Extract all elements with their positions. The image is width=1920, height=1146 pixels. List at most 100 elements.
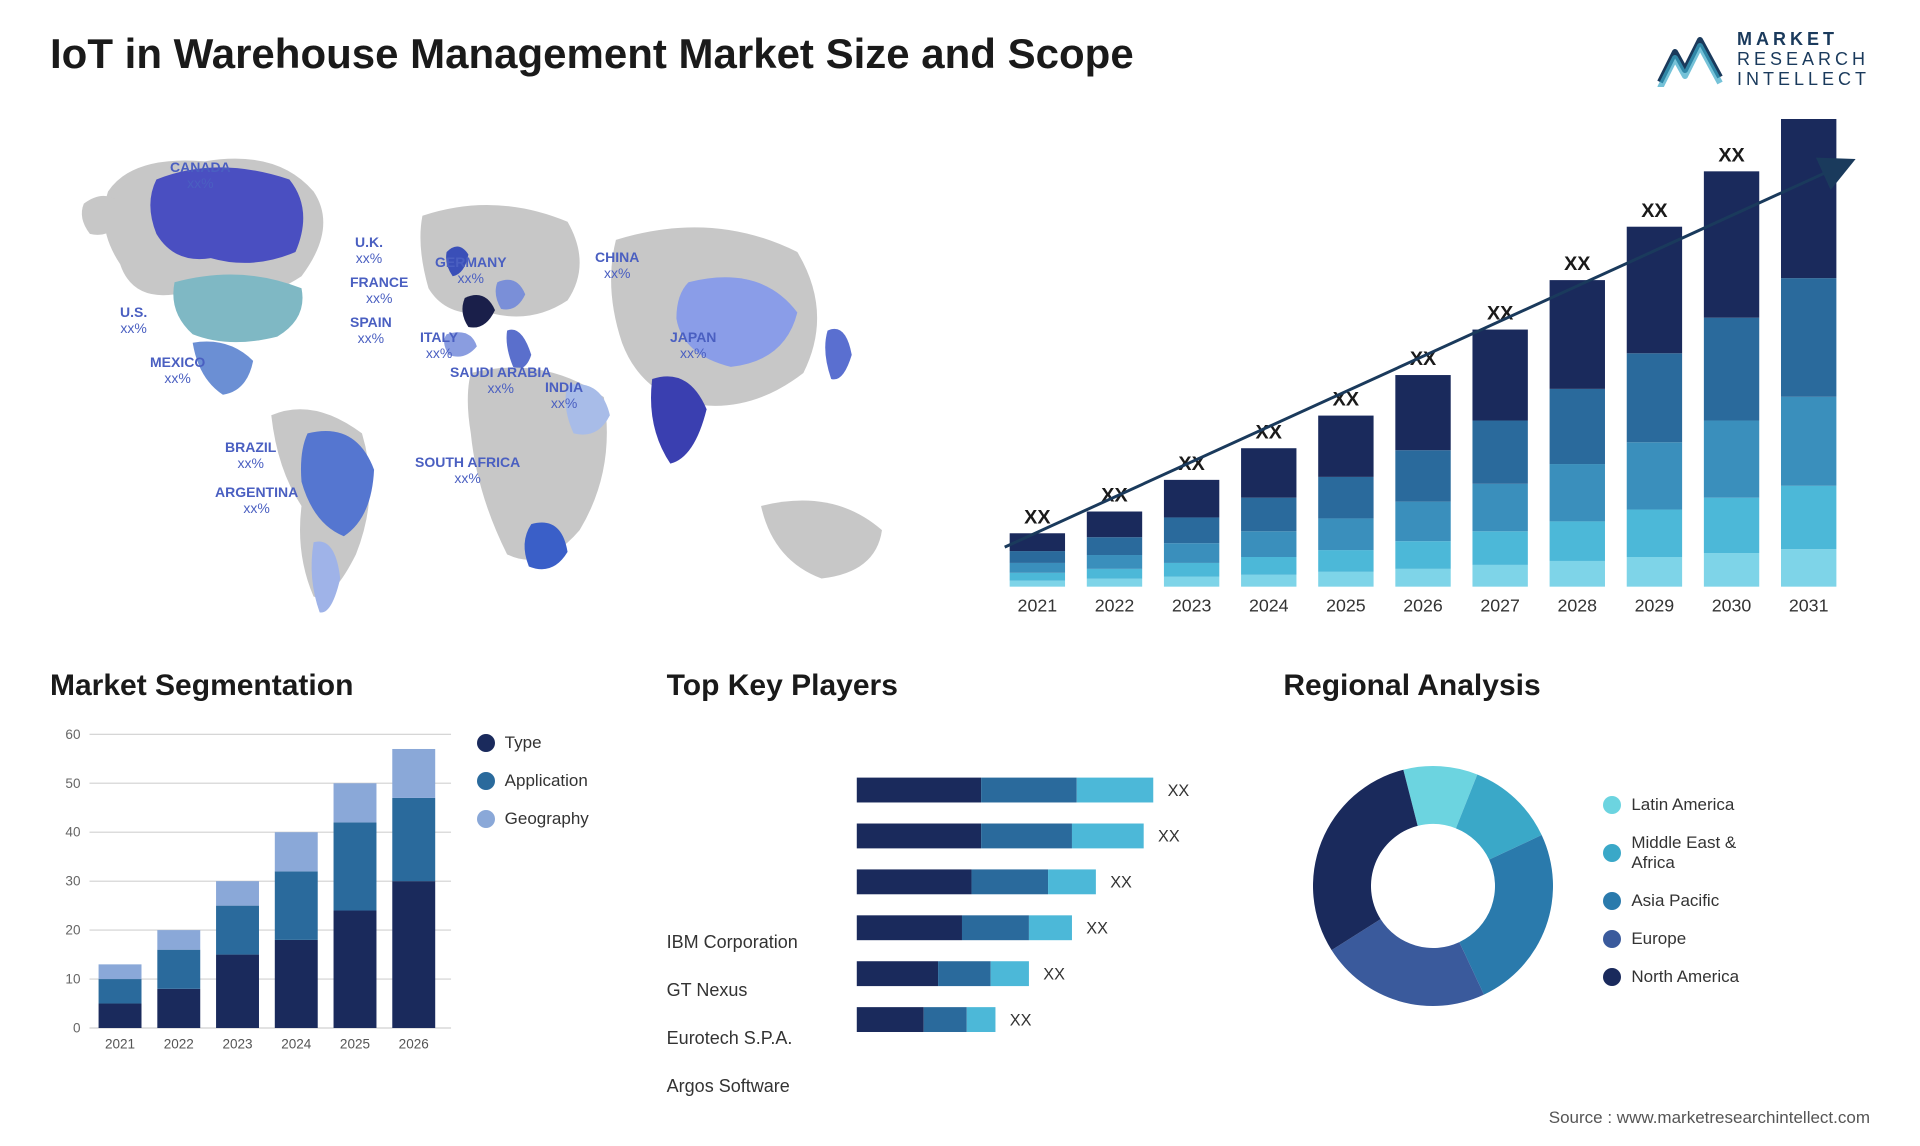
seg-bar-seg [275, 833, 318, 872]
svg-text:2022: 2022 [164, 1037, 194, 1052]
player-bar-seg [856, 824, 980, 849]
seg-bar-seg [216, 955, 259, 1028]
main-bar-seg [1704, 498, 1759, 553]
top-row: CANADAxx%U.S.xx%MEXICOxx%BRAZILxx%ARGENT… [50, 119, 1870, 639]
legend-item: Asia Pacific [1603, 891, 1763, 911]
svg-text:2021: 2021 [105, 1037, 135, 1052]
player-bar-seg [966, 1008, 995, 1033]
seg-bar-seg [334, 784, 377, 823]
legend-item: Application [477, 771, 637, 791]
main-bar-seg [1395, 451, 1450, 502]
main-bar-seg [1318, 519, 1373, 551]
map-label: FRANCExx% [350, 274, 408, 306]
svg-text:XX: XX [1718, 145, 1745, 167]
map-label: SPAINxx% [350, 314, 392, 346]
main-bar-seg [1781, 119, 1836, 278]
main-bar-seg [1627, 510, 1682, 557]
main-bar-svg: XX2021XX2022XX2023XX2024XX2025XX2026XX20… [980, 119, 1870, 639]
players-chart: XXXXXXXXXXXX [852, 723, 1254, 1100]
player-label [667, 832, 837, 860]
main-bar-seg [1241, 449, 1296, 498]
player-label: Eurotech S.P.A. [667, 1024, 837, 1052]
main-bar-seg [1318, 550, 1373, 572]
players-title: Top Key Players [667, 669, 1254, 703]
player-bar-seg [1072, 824, 1144, 849]
main-bar-seg [1164, 577, 1219, 587]
map-label: GERMANYxx% [435, 254, 507, 286]
segmentation-chart: 0102030405060202120222023202420252026 [50, 723, 457, 1062]
svg-text:XX: XX [1024, 507, 1051, 529]
player-bar-seg [856, 1008, 923, 1033]
main-bar-seg [1627, 227, 1682, 354]
player-bar-seg [971, 870, 1048, 895]
map-label: MEXICOxx% [150, 354, 205, 386]
svg-text:10: 10 [65, 972, 80, 987]
legend-item: Type [477, 733, 637, 753]
main-bar-seg [1010, 581, 1065, 587]
map-label: CANADAxx% [170, 159, 231, 191]
player-label: Argos Software [667, 1072, 837, 1100]
main-bar-seg [1704, 318, 1759, 421]
player-labels: IBM CorporationGT NexusEurotech S.P.A.Ar… [667, 723, 837, 1100]
segmentation-title: Market Segmentation [50, 669, 637, 703]
seg-bar-seg [392, 798, 435, 881]
main-bar-seg [1472, 421, 1527, 484]
main-bar-seg [1010, 551, 1065, 563]
svg-text:2031: 2031 [1789, 596, 1829, 616]
main-bar-seg [1550, 561, 1605, 587]
seg-bar-seg [157, 930, 200, 950]
svg-text:XX: XX [1641, 200, 1668, 222]
logo-text: MARKET RESEARCH INTELLECT [1737, 30, 1870, 89]
player-bar-seg [856, 962, 937, 987]
main-bar-seg [1087, 538, 1142, 556]
main-bar-seg [1550, 281, 1605, 390]
main-bar-seg [1550, 389, 1605, 464]
logo-line1: MARKET [1737, 30, 1870, 50]
world-map: CANADAxx%U.S.xx%MEXICOxx%BRAZILxx%ARGENT… [50, 119, 940, 639]
main-bar-seg [1087, 512, 1142, 538]
svg-text:0: 0 [73, 1021, 81, 1036]
map-label: JAPANxx% [670, 329, 716, 361]
main-bar-seg [1241, 575, 1296, 587]
svg-text:XX: XX [1167, 782, 1189, 800]
map-label: U.S.xx% [120, 304, 147, 336]
legend-item: Latin America [1603, 795, 1763, 815]
logo-line2: RESEARCH [1737, 50, 1870, 70]
main-bar-seg [1010, 563, 1065, 573]
donut-slice [1313, 770, 1418, 950]
logo: MARKET RESEARCH INTELLECT [1655, 30, 1870, 89]
main-bar-seg [1087, 555, 1142, 569]
player-bar-seg [856, 916, 961, 941]
svg-text:XX: XX [1110, 874, 1132, 892]
seg-bar-seg [99, 1004, 142, 1028]
main-bar-seg [1087, 579, 1142, 587]
bottom-row: Market Segmentation 01020304050602021202… [50, 669, 1870, 1049]
seg-bar-seg [99, 979, 142, 1003]
seg-bar-seg [157, 989, 200, 1028]
main-bar-seg [1704, 421, 1759, 498]
svg-text:XX: XX [1158, 828, 1180, 846]
main-bar-seg [1627, 354, 1682, 443]
page-title: IoT in Warehouse Management Market Size … [50, 30, 1134, 78]
legend-item: Geography [477, 809, 637, 829]
player-label: GT Nexus [667, 976, 837, 1004]
seg-bar-seg [216, 906, 259, 955]
seg-bar-seg [334, 911, 377, 1028]
logo-line3: INTELLECT [1737, 70, 1870, 90]
svg-text:2026: 2026 [399, 1037, 429, 1052]
player-label [667, 880, 837, 908]
svg-text:2022: 2022 [1095, 596, 1135, 616]
player-bar-seg [981, 778, 1077, 803]
player-bar-seg [923, 1008, 966, 1033]
main-bar-seg [1627, 557, 1682, 587]
player-bar-seg [962, 916, 1029, 941]
main-bar-chart: XX2021XX2022XX2023XX2024XX2025XX2026XX20… [980, 119, 1870, 639]
map-label: ITALYxx% [420, 329, 458, 361]
main-bar-seg [1627, 443, 1682, 510]
seg-bar-seg [275, 940, 318, 1028]
map-label: INDIAxx% [545, 379, 583, 411]
main-bar-seg [1318, 572, 1373, 587]
main-bar-seg [1472, 532, 1527, 566]
main-bar-seg [1781, 486, 1836, 549]
player-bar-seg [981, 824, 1072, 849]
